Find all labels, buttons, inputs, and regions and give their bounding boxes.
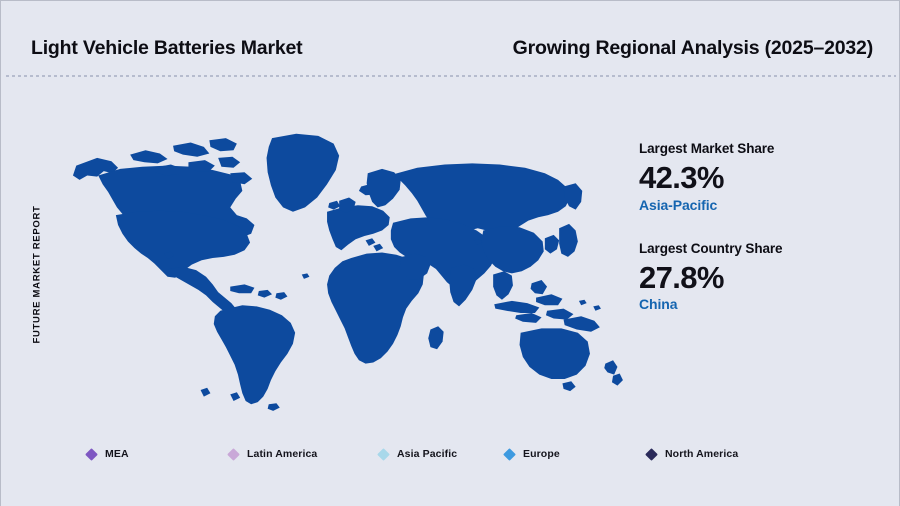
header-bar: Light Vehicle Batteries Market Growing R…: [1, 1, 899, 77]
stat-label: Largest Market Share: [639, 141, 775, 156]
legend-label: Latin America: [247, 448, 318, 460]
stats-panel: Largest Market Share 42.3% Asia-Pacific …: [639, 141, 889, 340]
legend-diamond-icon: [377, 447, 390, 461]
legend-diamond-icon: [85, 447, 98, 461]
stat-value: 27.8%: [639, 259, 725, 295]
legend-label: Europe: [523, 448, 560, 460]
stat-region: Asia-Pacific: [639, 196, 718, 213]
stat-value: 42.3%: [639, 160, 725, 195]
region-legend: MEA Latin America Asia Pacific Europe No…: [85, 447, 877, 468]
stat-region: China: [639, 296, 678, 313]
legend-item-europe: Europe: [503, 447, 560, 461]
legend-diamond-icon: [227, 447, 240, 461]
world-map: [63, 93, 623, 423]
stat-label: Largest Country Share: [639, 240, 783, 256]
header-subtitle: Growing Regional Analysis (2025–2032): [512, 37, 874, 59]
legend-item-latin-america: Latin America: [227, 447, 318, 461]
legend-label: North America: [665, 448, 739, 460]
legend-item-mea: MEA: [85, 447, 129, 461]
legend-item-asia-pacific: Asia Pacific: [377, 447, 458, 461]
header-divider: [6, 75, 896, 77]
world-map-svg: [72, 133, 623, 411]
legend-item-north-america: North America: [645, 447, 739, 461]
map-landmasses: [72, 133, 623, 411]
legend-diamond-icon: [645, 447, 658, 461]
stat-largest-country-share: Largest Country Share 27.8% China: [639, 241, 889, 313]
legend-label: MEA: [105, 448, 129, 460]
page-title: Light Vehicle Batteries Market: [31, 37, 303, 59]
legend-diamond-icon: [503, 447, 516, 461]
brand-vertical-label: FUTURE MARKET REPORT: [31, 205, 43, 344]
legend-label: Asia Pacific: [397, 448, 458, 460]
stat-largest-market-share: Largest Market Share 42.3% Asia-Pacific: [639, 141, 889, 213]
